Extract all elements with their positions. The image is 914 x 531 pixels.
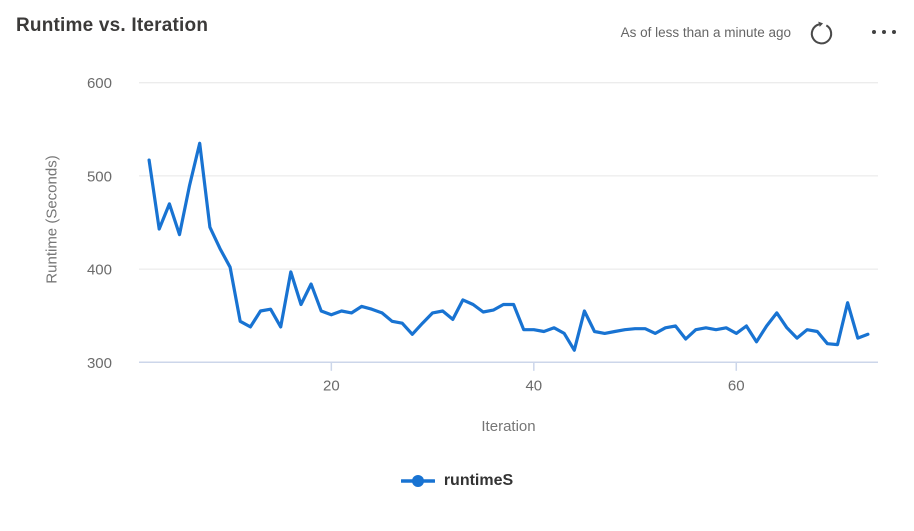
chart-title: Runtime vs. Iteration	[16, 15, 209, 36]
x-tick-label: 20	[323, 377, 340, 394]
refresh-icon	[810, 21, 832, 44]
x-tick-label: 60	[728, 377, 745, 394]
y-tick-label: 600	[87, 75, 112, 92]
series-line-runtimeS[interactable]	[147, 141, 870, 352]
y-tick-label: 500	[87, 168, 112, 185]
line-chart: 300 400 500 600 20 40 60	[87, 75, 878, 394]
chart-header-actions: As of less than a minute ago	[621, 14, 906, 50]
y-tick-label: 400	[87, 262, 112, 279]
refresh-button[interactable]	[804, 15, 838, 49]
ellipsis-icon	[872, 30, 896, 34]
y-tick-label: 300	[87, 355, 112, 372]
freshness-label: As of less than a minute ago	[620, 24, 791, 40]
y-axis-title: Runtime (Seconds)	[43, 155, 61, 284]
x-tick-label: 40	[525, 377, 542, 394]
more-options-button[interactable]	[862, 15, 906, 49]
chart-legend: runtimeS	[0, 472, 914, 490]
legend-marker-icon	[400, 475, 435, 487]
legend-series-label: runtimeS	[443, 472, 514, 489]
x-axis-title: Iteration	[481, 418, 536, 435]
legend-item-runtimeS[interactable]: runtimeS	[400, 472, 514, 490]
